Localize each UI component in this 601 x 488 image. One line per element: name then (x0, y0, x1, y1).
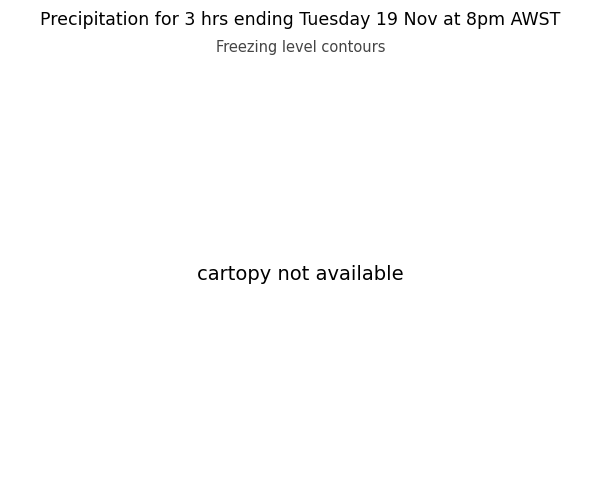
Text: cartopy not available: cartopy not available (197, 265, 404, 284)
Text: Precipitation for 3 hrs ending Tuesday 19 Nov at 8pm AWST: Precipitation for 3 hrs ending Tuesday 1… (40, 11, 561, 28)
Text: Freezing level contours: Freezing level contours (216, 40, 385, 55)
